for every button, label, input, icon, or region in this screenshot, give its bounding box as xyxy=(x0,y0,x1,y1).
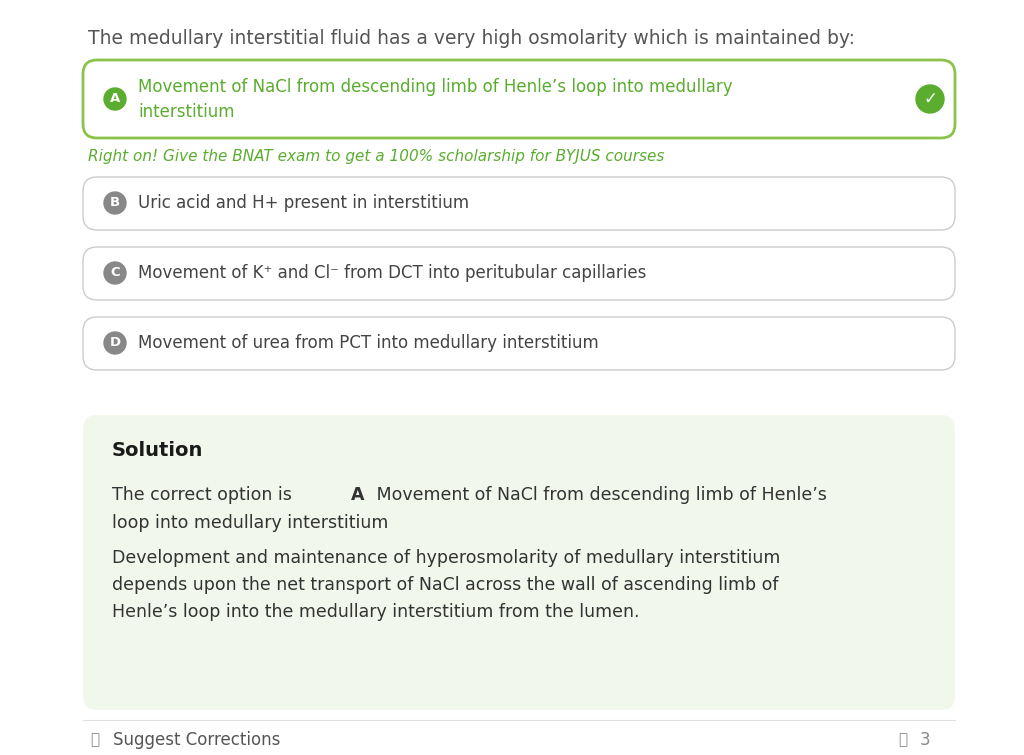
FancyBboxPatch shape xyxy=(83,247,955,300)
Circle shape xyxy=(104,88,126,110)
Text: Movement of NaCl from descending limb of Henle’s: Movement of NaCl from descending limb of… xyxy=(371,486,827,504)
Circle shape xyxy=(104,192,126,214)
Text: Movement of NaCl from descending limb of Henle’s loop into medullary: Movement of NaCl from descending limb of… xyxy=(138,78,732,96)
FancyBboxPatch shape xyxy=(83,177,955,230)
FancyBboxPatch shape xyxy=(83,317,955,370)
Text: 3: 3 xyxy=(920,731,931,749)
Text: Solution: Solution xyxy=(112,440,204,460)
Text: interstitium: interstitium xyxy=(138,103,234,121)
Text: Movement of urea from PCT into medullary interstitium: Movement of urea from PCT into medullary… xyxy=(138,334,599,352)
Text: C: C xyxy=(111,267,120,279)
Text: B: B xyxy=(110,196,120,209)
Text: 👍: 👍 xyxy=(898,732,907,747)
Text: A: A xyxy=(351,486,365,504)
Text: A: A xyxy=(110,93,120,106)
Text: 📣: 📣 xyxy=(90,732,99,747)
Text: The correct option is: The correct option is xyxy=(112,486,297,504)
Text: Movement of K⁺ and Cl⁻ from DCT into peritubular capillaries: Movement of K⁺ and Cl⁻ from DCT into per… xyxy=(138,264,646,282)
Text: Henle’s loop into the medullary interstitium from the lumen.: Henle’s loop into the medullary intersti… xyxy=(112,603,640,621)
Text: Development and maintenance of hyperosmolarity of medullary interstitium: Development and maintenance of hyperosmo… xyxy=(112,549,780,567)
Circle shape xyxy=(916,85,944,113)
Text: depends upon the net transport of NaCl across the wall of ascending limb of: depends upon the net transport of NaCl a… xyxy=(112,576,778,594)
FancyBboxPatch shape xyxy=(83,415,955,710)
Text: Suggest Corrections: Suggest Corrections xyxy=(113,731,281,749)
Text: Uric acid and H+ present in interstitium: Uric acid and H+ present in interstitium xyxy=(138,194,469,212)
Text: Right on! Give the BNAT exam to get a 100% scholarship for BYJUS courses: Right on! Give the BNAT exam to get a 10… xyxy=(88,149,665,165)
Circle shape xyxy=(104,262,126,284)
FancyBboxPatch shape xyxy=(83,60,955,138)
Text: loop into medullary interstitium: loop into medullary interstitium xyxy=(112,514,388,532)
Text: D: D xyxy=(110,337,121,350)
Text: ✓: ✓ xyxy=(923,90,937,108)
Text: The medullary interstitial fluid has a very high osmolarity which is maintained : The medullary interstitial fluid has a v… xyxy=(88,29,855,48)
Circle shape xyxy=(104,332,126,354)
